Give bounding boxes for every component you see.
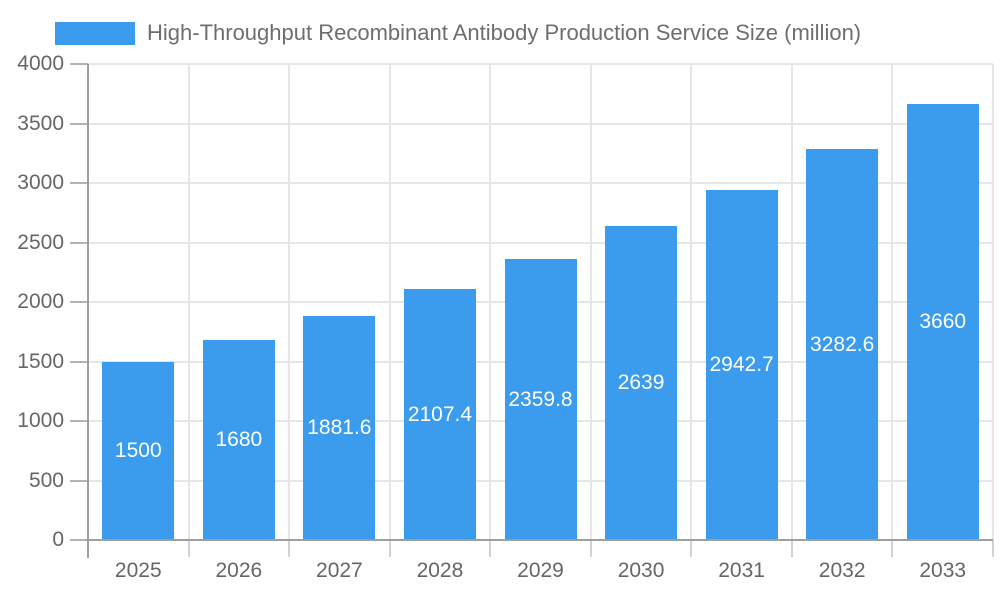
bar[interactable]: 2107.4 (403, 289, 476, 540)
bar-value-label: 3660 (919, 310, 967, 334)
y-tick-label: 3000 (17, 171, 64, 194)
bar-value-label: 1680 (215, 428, 263, 452)
x-axis-tick (589, 540, 592, 557)
bar-value-label: 1500 (114, 438, 162, 462)
bar[interactable]: 1680 (202, 340, 275, 540)
bar-value-label: 2942.7 (709, 352, 774, 376)
bar[interactable]: 1500 (102, 361, 175, 540)
gridline-vertical (891, 64, 894, 540)
y-axis-tick (70, 360, 88, 363)
y-axis-tick (70, 241, 88, 244)
x-axis-tick (187, 540, 190, 557)
gridline-horizontal (88, 241, 993, 244)
x-tick-label: 2028 (416, 559, 464, 582)
y-axis-tick (70, 182, 88, 184)
legend-label: High-Throughput Recombinant Antibody Pro… (147, 20, 862, 45)
bar[interactable]: 2359.8 (504, 259, 577, 540)
y-tick-label: 500 (28, 468, 64, 492)
y-tick-label: 4000 (17, 52, 64, 75)
gridline-horizontal (88, 122, 993, 125)
legend-swatch (55, 21, 135, 45)
x-axis-tick (690, 540, 693, 557)
y-axis-tick (70, 479, 88, 482)
x-tick-label: 2025 (114, 559, 162, 582)
y-axis-tick (70, 539, 88, 541)
gridline-vertical (187, 64, 190, 540)
bar[interactable]: 3282.6 (806, 149, 879, 540)
x-tick-label: 2030 (617, 559, 665, 582)
y-tick-label: 2500 (17, 230, 64, 254)
gridline-vertical (992, 64, 994, 540)
bar[interactable]: 2942.7 (705, 189, 778, 540)
bar-value-label: 2359.8 (508, 387, 573, 411)
gridline-vertical (690, 64, 693, 540)
x-tick-label: 2032 (818, 559, 866, 582)
x-axis-tick (992, 540, 994, 557)
y-axis-tick (70, 301, 88, 303)
y-tick-label: 3500 (17, 111, 64, 135)
y-axis-line (87, 64, 89, 558)
gridline-vertical (288, 64, 291, 540)
x-axis-tick (388, 540, 391, 557)
bar[interactable]: 1881.6 (303, 316, 376, 540)
y-tick-label: 1000 (17, 409, 64, 432)
bar-value-label: 1881.6 (307, 416, 372, 440)
legend-item[interactable]: High-Throughput Recombinant Antibody Pro… (55, 20, 861, 46)
gridline-horizontal (88, 63, 993, 65)
y-axis-tick (70, 63, 88, 65)
y-axis-tick (70, 122, 88, 125)
x-axis-tick (790, 540, 793, 557)
x-tick-label: 2029 (517, 559, 564, 582)
bar[interactable]: 2639 (605, 225, 678, 540)
x-axis-line (86, 539, 993, 541)
y-tick-label: 0 (52, 528, 64, 551)
y-axis-tick (70, 420, 88, 422)
gridline-vertical (388, 64, 391, 540)
x-axis-tick (489, 540, 492, 557)
x-axis-tick (288, 540, 291, 557)
bar[interactable]: 3660 (906, 104, 979, 540)
x-tick-label: 2027 (316, 559, 363, 582)
x-tick-label: 2031 (718, 559, 765, 582)
bar-value-label: 3282.6 (810, 332, 875, 356)
x-tick-label: 2026 (215, 559, 263, 582)
gridline-vertical (589, 64, 592, 540)
y-tick-label: 1500 (17, 349, 64, 373)
bar-value-label: 2639 (617, 370, 665, 394)
y-tick-label: 2000 (17, 290, 64, 313)
x-tick-label: 2033 (919, 559, 967, 582)
bar-value-label: 2107.4 (407, 402, 473, 426)
gridline-vertical (489, 64, 492, 540)
x-axis-tick (891, 540, 894, 557)
gridline-horizontal (88, 182, 993, 184)
gridline-vertical (790, 64, 793, 540)
